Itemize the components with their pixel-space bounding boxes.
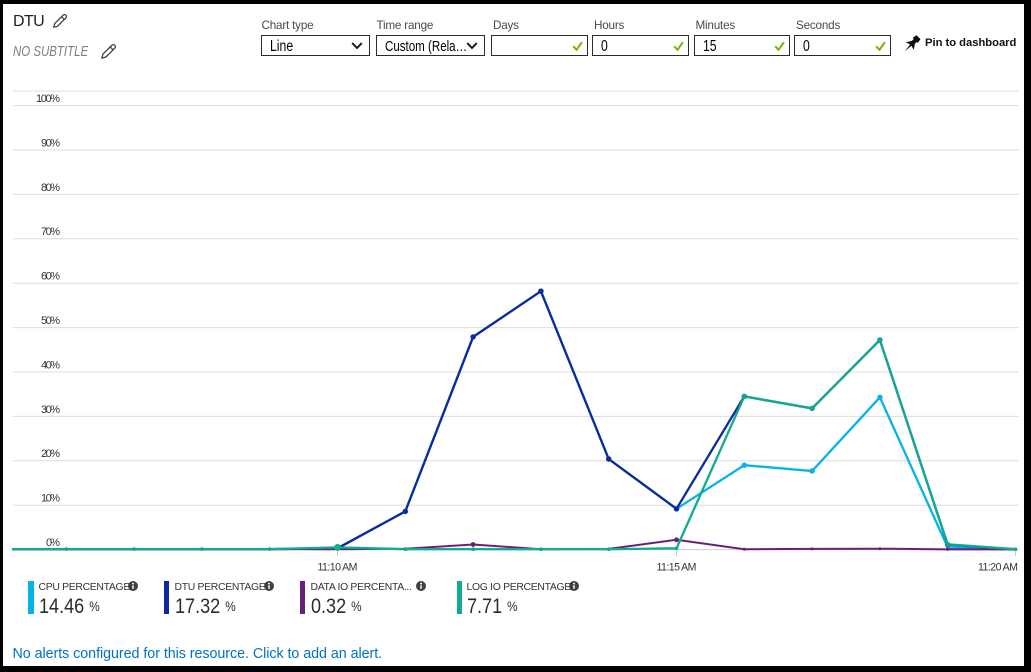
svg-text:90%: 90% <box>41 137 60 149</box>
svg-text:20%: 20% <box>41 448 60 460</box>
svg-text:40%: 40% <box>41 359 60 371</box>
svg-text:10%: 10% <box>41 493 60 505</box>
svg-text:100%: 100% <box>36 93 60 105</box>
svg-text:80%: 80% <box>41 182 60 194</box>
svg-text:0%: 0% <box>46 537 60 549</box>
svg-text:60%: 60% <box>41 271 60 283</box>
svg-text:11:10 AM: 11:10 AM <box>318 562 358 574</box>
svg-text:30%: 30% <box>41 404 60 416</box>
svg-text:11:20 AM: 11:20 AM <box>978 562 1018 574</box>
svg-text:70%: 70% <box>41 226 60 238</box>
svg-text:11:15 AM: 11:15 AM <box>657 562 697 574</box>
svg-text:50%: 50% <box>41 315 60 327</box>
